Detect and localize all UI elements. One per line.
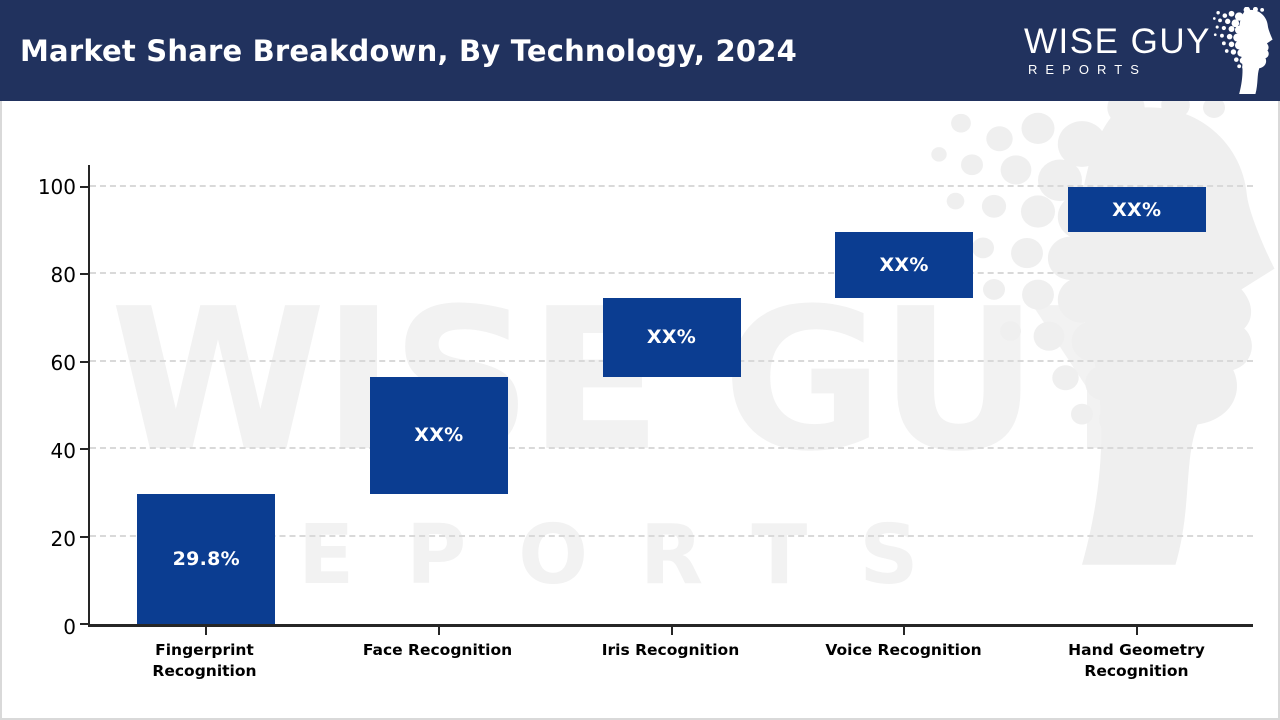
x-axis-label: Hand Geometry Recognition [1068,641,1205,680]
x-axis-tick [670,627,673,635]
y-axis-tick [80,185,88,188]
bar: XX% [369,376,508,494]
bar: XX% [1067,186,1206,233]
x-axis-tick [437,627,440,635]
gridline [90,272,1253,275]
plot-area: 29.8% XX% XX% XX% XX% [80,165,1253,635]
y-axis-tick-label: 100 [37,175,76,199]
bar-value-label: XX% [414,424,464,447]
y-axis-tick [80,360,88,363]
y-axis-tick-label: 40 [50,439,76,463]
x-axis-label: Voice Recognition [825,641,982,659]
y-axis-tick [80,273,88,276]
x-axis-labels: Fingerprint Recognition Face Recognition I… [88,640,1253,700]
bar-value-label: XX% [1112,198,1162,221]
x-axis-tick [1135,627,1138,635]
watermark-subtext: REPORTS [183,508,971,603]
x-axis-label: Iris Recognition [601,641,740,659]
gridline [90,184,1253,187]
logo: WISE GUY REPORTS [1024,0,1274,101]
bar: XX% [835,232,974,298]
y-axis-labels: 0 20 40 60 80 100 [0,165,76,639]
header-bar: Market Share Breakdown, By Technology, 2… [0,0,1280,101]
y-axis-tick [80,623,88,625]
x-axis-label: Fingerprint Recognition [152,641,257,680]
x-axis-tick [903,627,906,635]
bar: XX% [602,297,741,377]
page-title: Market Share Breakdown, By Technology, 2… [20,33,798,68]
gridline [90,447,1253,450]
bar-value-label: 29.8% [172,547,240,570]
bar: 29.8% [137,493,276,624]
gridline [90,534,1253,537]
x-axis-tick [205,627,208,635]
y-axis-tick-label: 80 [50,263,76,287]
y-axis-tick-label: 0 [63,615,76,639]
y-axis-tick [80,535,88,538]
bar-value-label: XX% [646,326,697,349]
y-axis-tick-label: 60 [50,351,76,376]
y-axis-tick [80,448,88,451]
bar-value-label: XX% [879,254,929,277]
y-axis-tick-label: 20 [50,527,76,551]
logo-wordmark: WISE GUY [1023,22,1211,61]
logo-head-icon [1212,6,1273,94]
x-axis-label: Face Recognition [362,641,513,659]
content-frame [0,101,1280,720]
logo-subtext: REPORTS [1027,62,1147,77]
